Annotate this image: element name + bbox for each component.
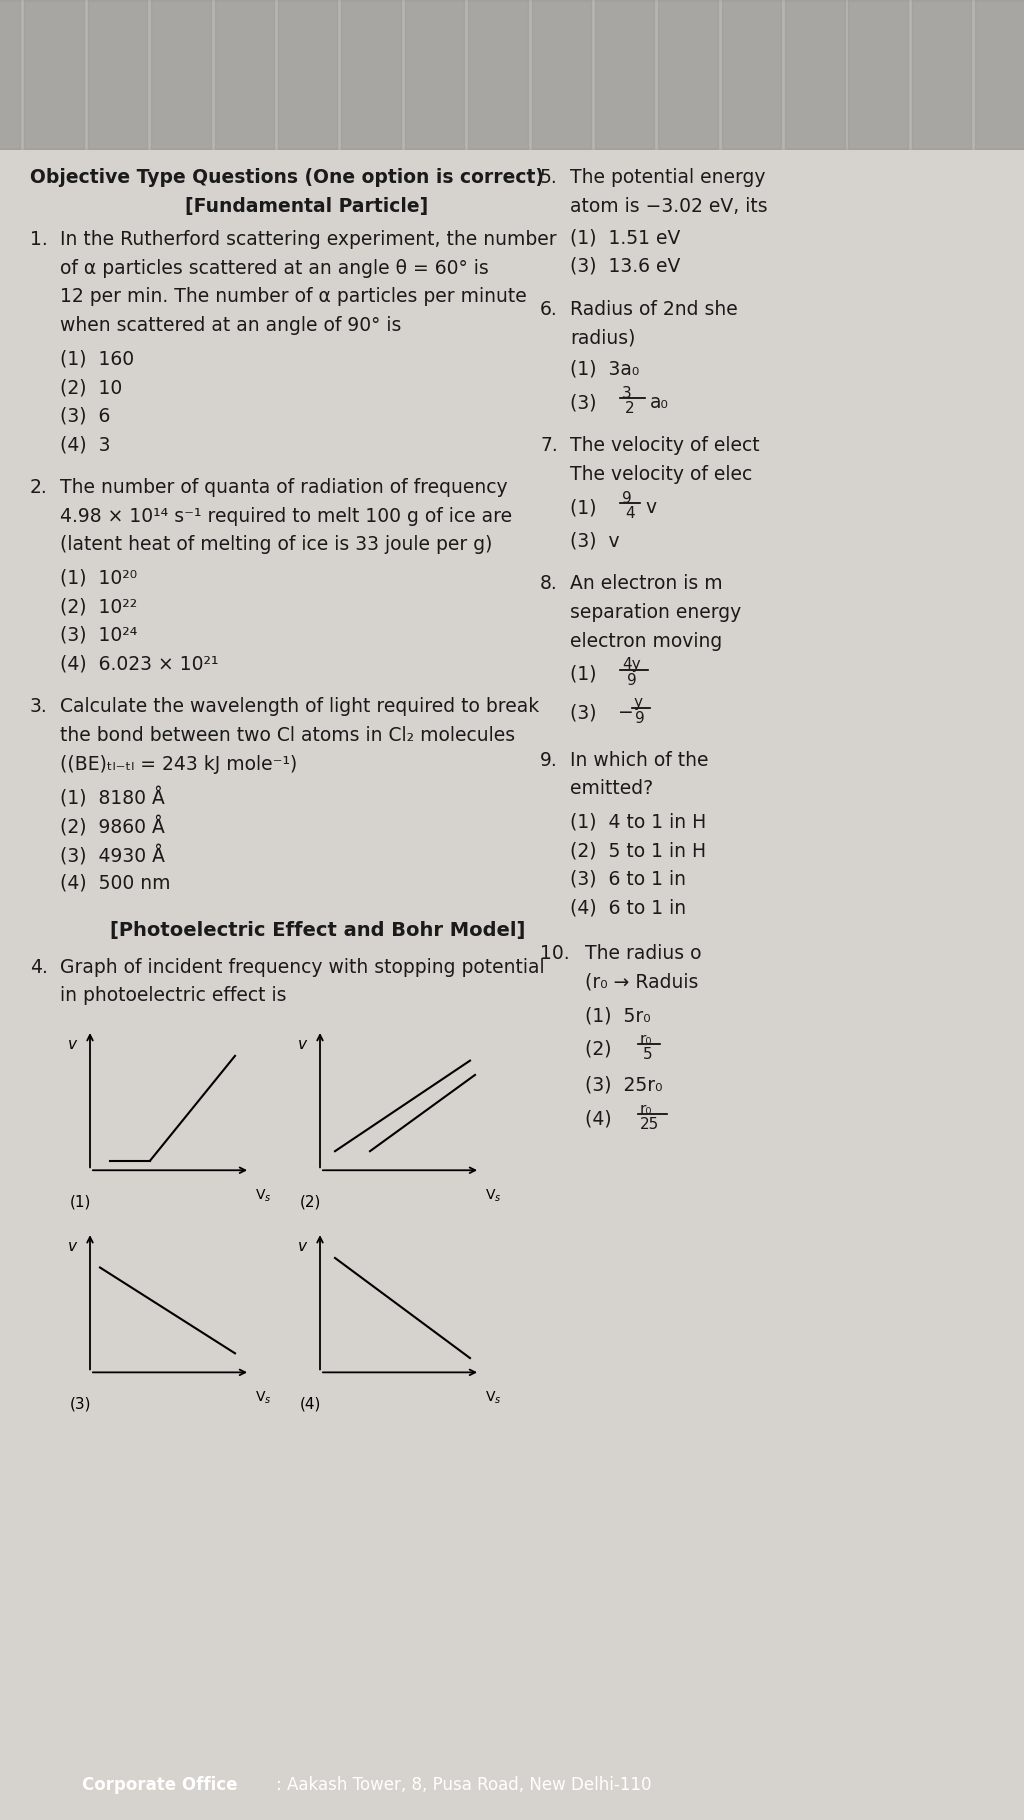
Text: v: v (298, 1037, 306, 1052)
Text: Objective Type Questions (One option is correct): Objective Type Questions (One option is … (30, 167, 544, 187)
Text: (3): (3) (570, 703, 608, 723)
Text: radius): radius) (570, 328, 635, 348)
Text: in photoelectric effect is: in photoelectric effect is (60, 986, 287, 1005)
Text: (2)  5 to 1 in H: (2) 5 to 1 in H (570, 841, 707, 861)
Text: (4)  3: (4) 3 (60, 435, 111, 455)
Text: (1)  3a₀: (1) 3a₀ (570, 360, 639, 379)
Text: −: − (618, 703, 634, 723)
Text: 2.: 2. (30, 479, 48, 497)
Text: The potential energy: The potential energy (570, 167, 766, 187)
Text: 4: 4 (625, 506, 635, 521)
Text: (3)  25r₀: (3) 25r₀ (585, 1076, 663, 1096)
Text: (1)  8180 Å: (1) 8180 Å (60, 788, 165, 808)
Text: (2)  10: (2) 10 (60, 379, 122, 397)
Text: v: v (298, 1239, 306, 1254)
Text: r₀: r₀ (640, 1032, 652, 1046)
Text: (3)  6: (3) 6 (60, 406, 111, 426)
Text: (1): (1) (70, 1194, 91, 1208)
Text: of α particles scattered at an angle θ = 60° is: of α particles scattered at an angle θ =… (60, 258, 488, 278)
Text: Calculate the wavelength of light required to break: Calculate the wavelength of light requir… (60, 697, 540, 717)
Text: (4): (4) (585, 1108, 624, 1128)
Text: The velocity of elec: The velocity of elec (570, 464, 753, 484)
Text: Graph of incident frequency with stopping potential: Graph of incident frequency with stoppin… (60, 957, 545, 977)
Text: (4)  6 to 1 in: (4) 6 to 1 in (570, 899, 686, 917)
Text: 5: 5 (643, 1046, 652, 1063)
Text: (3)  10²⁴: (3) 10²⁴ (60, 626, 137, 644)
Text: 4.: 4. (30, 957, 48, 977)
Text: (2): (2) (300, 1194, 322, 1208)
Text: 3.: 3. (30, 697, 48, 717)
Text: 8.: 8. (540, 575, 558, 593)
Text: (1)  10²⁰: (1) 10²⁰ (60, 568, 137, 588)
Text: V$_s$: V$_s$ (485, 1389, 502, 1405)
Text: V$_s$: V$_s$ (485, 1187, 502, 1203)
Text: 5.: 5. (540, 167, 558, 187)
Text: v: v (68, 1037, 77, 1052)
Text: 4.98 × 10¹⁴ s⁻¹ required to melt 100 g of ice are: 4.98 × 10¹⁴ s⁻¹ required to melt 100 g o… (60, 506, 512, 526)
Text: the bond between two Cl atoms in Cl₂ molecules: the bond between two Cl atoms in Cl₂ mol… (60, 726, 515, 744)
Text: (2)  9860 Å: (2) 9860 Å (60, 817, 165, 837)
Text: An electron is m: An electron is m (570, 575, 723, 593)
Text: 6.: 6. (540, 300, 558, 318)
Text: : Aakash Tower, 8, Pusa Road, New Delhi-110: : Aakash Tower, 8, Pusa Road, New Delhi-… (276, 1776, 652, 1795)
Text: 12 per min. The number of α particles per minute: 12 per min. The number of α particles pe… (60, 288, 526, 306)
Text: The velocity of elect: The velocity of elect (570, 437, 760, 455)
Text: 7.: 7. (540, 437, 558, 455)
Text: 9: 9 (622, 491, 632, 506)
Text: [Photoelectric Effect and Bohr Model]: [Photoelectric Effect and Bohr Model] (110, 921, 525, 941)
Text: Corporate Office: Corporate Office (82, 1776, 238, 1795)
Text: separation energy: separation energy (570, 602, 741, 622)
Text: (latent heat of melting of ice is 33 joule per g): (latent heat of melting of ice is 33 jou… (60, 535, 493, 555)
Text: (4)  500 nm: (4) 500 nm (60, 874, 171, 894)
Text: (1)  1.51 eV: (1) 1.51 eV (570, 228, 680, 248)
Text: v: v (68, 1239, 77, 1254)
Text: (3)  13.6 eV: (3) 13.6 eV (570, 257, 680, 277)
Text: when scattered at an angle of 90° is: when scattered at an angle of 90° is (60, 317, 401, 335)
Text: (3): (3) (70, 1396, 91, 1410)
Text: (3)  6 to 1 in: (3) 6 to 1 in (570, 870, 686, 888)
Text: ((BE)ₜₗ₋ₜₗ = 243 kJ mole⁻¹): ((BE)ₜₗ₋ₜₗ = 243 kJ mole⁻¹) (60, 755, 297, 774)
Text: (4)  6.023 × 10²¹: (4) 6.023 × 10²¹ (60, 655, 218, 673)
Text: V$_s$: V$_s$ (255, 1187, 271, 1203)
Text: atom is −3.02 eV, its: atom is −3.02 eV, its (570, 197, 768, 217)
Text: (1)  160: (1) 160 (60, 349, 134, 368)
Text: (1): (1) (570, 664, 608, 684)
Text: (3)  4930 Å: (3) 4930 Å (60, 844, 165, 866)
Text: V$_s$: V$_s$ (255, 1389, 271, 1405)
Text: (3): (3) (570, 393, 608, 413)
Text: The radius o: The radius o (585, 945, 701, 963)
Text: In the Rutherford scattering experiment, the number: In the Rutherford scattering experiment,… (60, 231, 557, 249)
Text: a₀: a₀ (650, 393, 669, 413)
Text: [Fundamental Particle]: [Fundamental Particle] (185, 197, 428, 217)
Text: (1)  5r₀: (1) 5r₀ (585, 1006, 650, 1025)
Text: 3: 3 (622, 386, 632, 400)
Text: v: v (645, 499, 656, 517)
Text: 2: 2 (625, 400, 635, 417)
Text: 9.: 9. (540, 752, 558, 770)
Text: 4y: 4y (622, 657, 641, 672)
Text: Radius of 2nd she: Radius of 2nd she (570, 300, 737, 318)
Text: electron moving: electron moving (570, 632, 722, 650)
Text: (4): (4) (300, 1396, 322, 1410)
Text: (2)  10²²: (2) 10²² (60, 597, 137, 617)
Text: 10.: 10. (540, 945, 569, 963)
Text: (r₀ → Raduis: (r₀ → Raduis (585, 974, 698, 992)
Text: (3)  v: (3) v (570, 531, 620, 550)
Text: (1): (1) (570, 499, 608, 517)
Text: y: y (633, 695, 642, 710)
Text: In which of the: In which of the (570, 752, 709, 770)
Text: 9: 9 (635, 712, 645, 726)
Text: (2): (2) (585, 1039, 624, 1059)
Text: r₀: r₀ (640, 1101, 652, 1117)
Text: 1.: 1. (30, 231, 48, 249)
Text: 9: 9 (627, 673, 637, 688)
Text: (1)  4 to 1 in H: (1) 4 to 1 in H (570, 814, 707, 832)
Text: emitted?: emitted? (570, 779, 653, 799)
Text: 25: 25 (640, 1117, 659, 1132)
Text: The number of quanta of radiation of frequency: The number of quanta of radiation of fre… (60, 479, 508, 497)
